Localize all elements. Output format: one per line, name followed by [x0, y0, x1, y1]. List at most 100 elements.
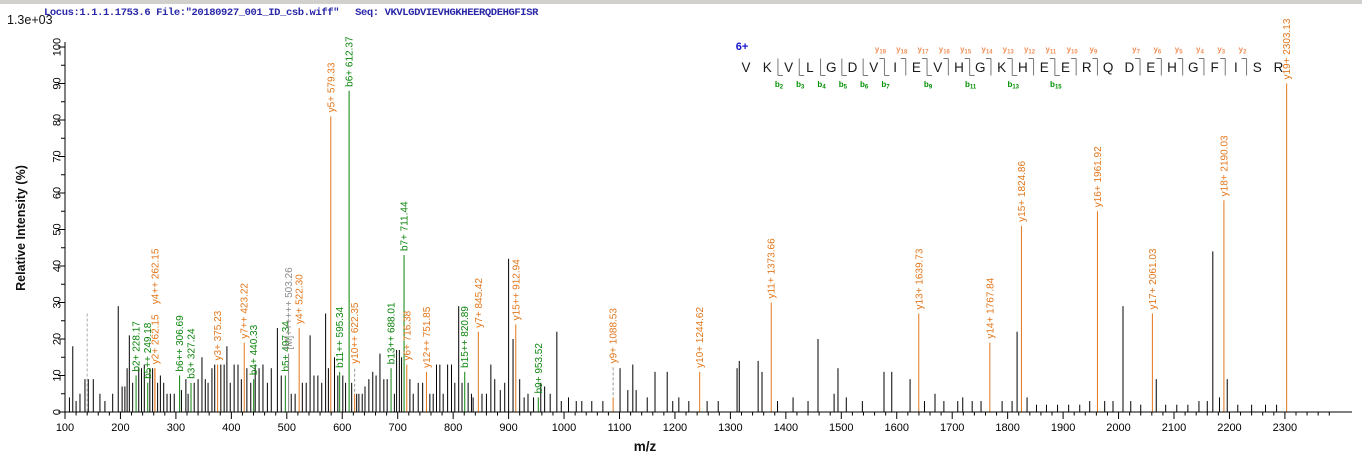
peak-label: b4+ 440.33 — [249, 324, 260, 375]
peak-label: y4+ 522.30 — [295, 274, 306, 324]
sequence-residue: H — [1018, 60, 1028, 75]
sequence-residue: I — [893, 60, 897, 75]
peak-label: b6+ 612.37 — [345, 36, 356, 87]
y-tick-label: 60 — [52, 187, 64, 199]
locus-file-label: Locus:1.1.1.1753.6 File:"20180927_001_ID… — [44, 7, 340, 19]
peak-label: y14+ 1767.84 — [985, 277, 996, 338]
y-tick-label: 20 — [52, 333, 64, 345]
x-tick-label: 400 — [222, 422, 240, 434]
y-tick-label: 90 — [52, 77, 64, 89]
y-ion-label: y12 — [1024, 45, 1036, 56]
b-ion-label: b9 — [924, 80, 933, 91]
y-ion-label: y4 — [1196, 45, 1204, 56]
peak-label: b11++ 595.34 — [335, 306, 346, 367]
x-tick-label: 1300 — [718, 422, 742, 434]
x-tick-label: 300 — [167, 422, 185, 434]
x-tick-label: 1600 — [885, 422, 909, 434]
y-ion-label: y17 — [917, 45, 929, 56]
peak-label: y10++ 622.35 — [350, 302, 361, 364]
y-ion-label: y10 — [1067, 45, 1079, 56]
window-top-edge — [0, 0, 1362, 4]
y-ion-label: y7 — [1132, 45, 1140, 56]
peak-label: y18+ 2190.03 — [1219, 135, 1230, 196]
peak-label: y6+ 716.38 — [402, 310, 413, 360]
sequence-residue: E — [1146, 60, 1155, 75]
sequence-residue: H — [954, 60, 964, 75]
y-ion-label: y2 — [1239, 45, 1247, 56]
x-tick-label: 1900 — [1051, 422, 1075, 434]
y-ion-label: y14 — [981, 45, 993, 56]
peak-label: b2+ 228.17 — [132, 321, 143, 372]
peak-label: b13++ 688.01 — [387, 302, 398, 364]
sequence-panel: 6+V K V L G D V I E V H G K H E E R Q D E H G F I S Rb2 b3 b4 b5 b6y1… — [736, 41, 1284, 91]
peak-label: y7++ 423.22 — [240, 283, 251, 339]
x-tick-label: 1100 — [608, 422, 632, 434]
y-ion-label: y13 — [1003, 45, 1015, 56]
peak-label: y12++ 751.85 — [422, 306, 433, 368]
peak-label: y15+ 1824.86 — [1017, 161, 1028, 222]
peak-label: b5+ 497.34 — [281, 321, 292, 372]
peak-label: b5++ 249.18 — [143, 322, 154, 379]
peak-label: y11+ 1373.66 — [767, 238, 778, 299]
spectrum-header: Locus:1.1.1.1753.6 File:"20180927_001_ID… — [44, 7, 538, 19]
b-ion-label: b5 — [839, 80, 848, 91]
sequence-residue: E — [912, 60, 921, 75]
b-ion-label: b15 — [1050, 80, 1062, 91]
peak-label: b7+ 711.44 — [400, 201, 411, 251]
y-tick-label: 70 — [52, 150, 64, 162]
sequence-residue: Q — [1103, 60, 1114, 75]
sequence-residue: V — [741, 60, 750, 75]
sequence-residue: K — [763, 60, 772, 75]
y-tick-label: 10 — [52, 369, 64, 381]
sequence-residue: I — [1234, 60, 1238, 75]
x-axis-title: m/z — [633, 439, 657, 454]
x-tick-label: 700 — [389, 422, 407, 434]
peak-label: y9+ 1088.53 — [609, 308, 620, 364]
sequence-residue: D — [848, 60, 858, 75]
peak-label: y4++ 262.15 — [150, 248, 161, 304]
x-tick-label: 100 — [56, 422, 74, 434]
sequence-residue: V — [869, 60, 878, 75]
peak-label: y7+ 845.42 — [474, 277, 485, 327]
x-tick-label: 1500 — [829, 422, 853, 434]
x-tick-label: 2200 — [1217, 422, 1241, 434]
y-tick-label: 80 — [52, 114, 64, 126]
sequence-residue: E — [1040, 60, 1049, 75]
sequence-residue: E — [1061, 60, 1070, 75]
peak-label: b6++ 306.69 — [175, 315, 186, 372]
sequence-residue: L — [806, 60, 814, 75]
seq-header-value: VKVLGDVIEVHGKHEERQDEHGFISR — [384, 7, 539, 19]
peak-label: y3+ 375.23 — [213, 310, 224, 360]
sequence-residue: K — [997, 60, 1006, 75]
seq-header-label: Seq: — [355, 7, 379, 19]
sequence-residue: V — [933, 60, 942, 75]
sequence-residue: H — [1167, 60, 1177, 75]
y-ion-label: y6 — [1153, 45, 1161, 56]
y-ion-label: y19 — [875, 45, 887, 56]
peak-label: y16+ 1961.92 — [1093, 146, 1104, 207]
y-tick-label: 100 — [52, 38, 64, 56]
y-ion-label: y15 — [960, 45, 972, 56]
peak-label: [M]++++++ 503.26 — [284, 267, 295, 350]
y-ion-label: y11 — [1045, 45, 1056, 56]
b-ion-label: b2 — [775, 80, 784, 91]
y-tick-label: 0 — [52, 409, 64, 415]
y-ion-label: y5 — [1175, 45, 1183, 56]
peak-label: b9+ 953.52 — [534, 343, 545, 394]
peak-label: y13+ 1639.73 — [914, 248, 925, 309]
y-tick-label: 40 — [52, 260, 64, 272]
y-tick-label: 30 — [52, 296, 64, 308]
b-ion-label: b7 — [881, 80, 890, 91]
y-tick-label: 50 — [52, 223, 64, 235]
y-ion-label: y9 — [1090, 45, 1098, 56]
x-tick-label: 900 — [499, 422, 517, 434]
x-tick-label: 1800 — [995, 422, 1019, 434]
sequence-residue: G — [826, 60, 837, 75]
x-tick-label: 1200 — [663, 422, 687, 434]
x-tick-label: 1400 — [774, 422, 798, 434]
precursor-peak: [M]++++++ 503.26 — [284, 267, 295, 412]
peak-label: y17+ 2061.03 — [1148, 248, 1159, 309]
